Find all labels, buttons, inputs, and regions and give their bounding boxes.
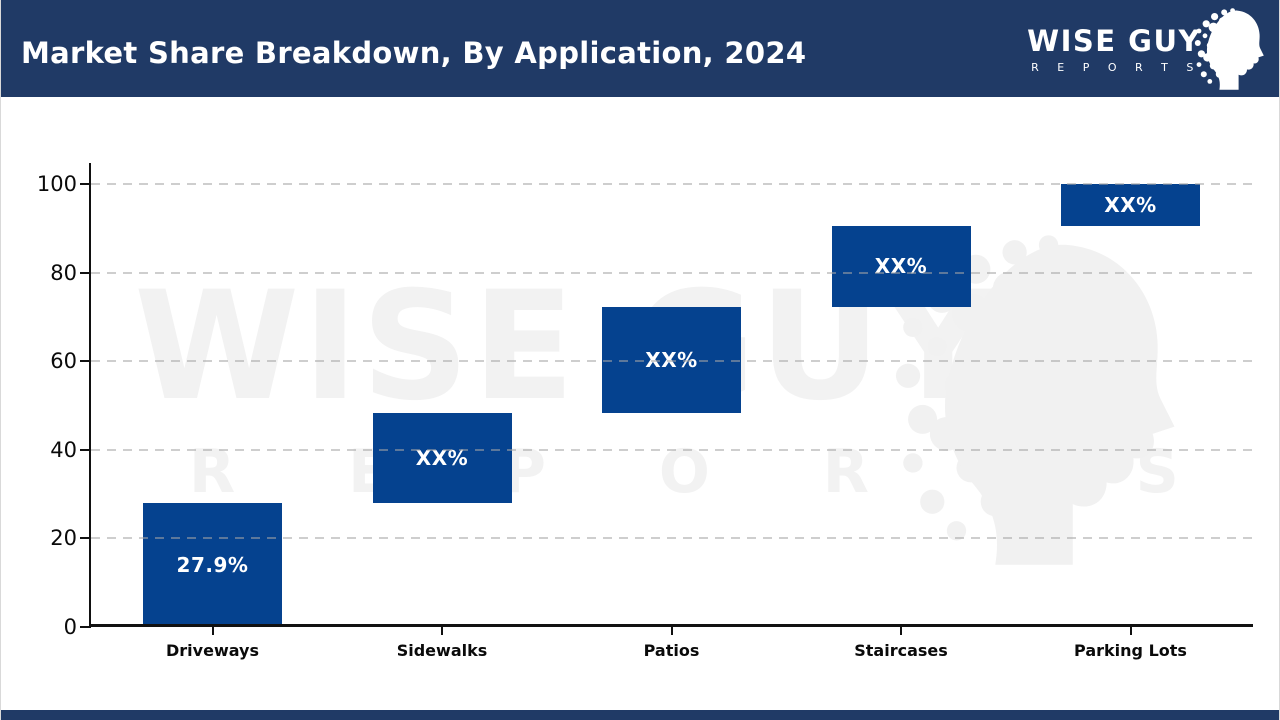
gridline — [91, 537, 1253, 539]
x-tick-mark — [1129, 627, 1132, 635]
gridline — [91, 360, 1253, 362]
y-tick-label: 100 — [36, 172, 77, 196]
y-tick-label: 40 — [50, 437, 77, 462]
logo-face-icon — [1187, 7, 1271, 91]
y-tick-label: 20 — [50, 526, 77, 550]
header-bar: Market Share Breakdown, By Application, … — [1, 0, 1279, 97]
y-axis-line — [89, 163, 91, 628]
y-tick-label: 80 — [50, 260, 77, 285]
gridline — [91, 271, 1253, 274]
x-tick-label: Patios — [643, 641, 700, 660]
y-tick-mark — [80, 183, 89, 185]
x-tick-mark — [670, 627, 673, 635]
gridline — [91, 448, 1253, 451]
y-tick-label: 60 — [50, 349, 77, 373]
logo-wordmark-line1: WISE GUY — [1027, 24, 1201, 58]
y-tick-mark — [80, 625, 89, 628]
logo-wordmark: WISE GUY R E P O R T S — [1027, 24, 1201, 74]
bar-segment: XX% — [831, 225, 971, 307]
x-tick-mark — [900, 627, 902, 635]
bar-value-label: XX% — [874, 254, 928, 279]
footer-bar — [1, 710, 1279, 720]
x-tick-label: Parking Lots — [1074, 641, 1187, 660]
x-tick-label: Staircases — [854, 641, 948, 660]
y-tick-label: 0 — [63, 614, 77, 639]
x-tick-label: Driveways — [166, 641, 259, 660]
logo-wordmark-line2: R E P O R T S — [1031, 61, 1201, 74]
bar-value-label: XX% — [1104, 192, 1157, 217]
x-axis-line — [89, 624, 1253, 627]
x-tick-label: Sidewalks — [396, 641, 488, 660]
bar-segment: XX% — [1061, 184, 1200, 226]
y-tick-mark — [80, 448, 89, 451]
x-tick-mark — [441, 627, 443, 635]
bar-segment: 27.9% — [143, 503, 282, 627]
bar-segment: XX% — [372, 413, 512, 504]
y-tick-mark — [80, 360, 89, 362]
x-tick-mark — [211, 627, 214, 635]
page-title: Market Share Breakdown, By Application, … — [21, 36, 807, 70]
y-tick-mark — [80, 271, 89, 274]
y-tick-mark — [80, 537, 89, 539]
bar-value-label: 27.9% — [176, 552, 249, 577]
gridline — [91, 183, 1253, 185]
wise-guy-logo: WISE GUY R E P O R T S — [1027, 6, 1271, 92]
